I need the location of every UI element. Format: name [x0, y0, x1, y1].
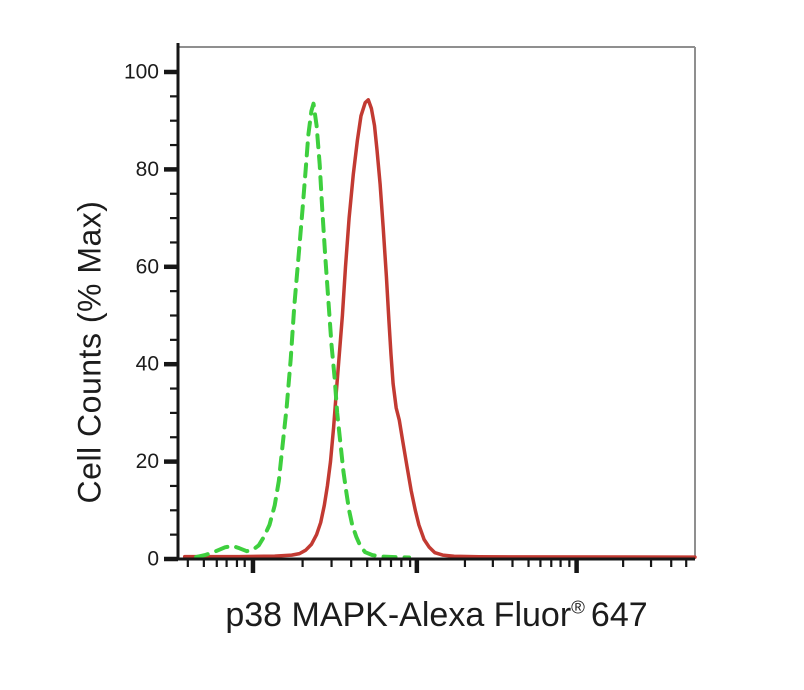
y-tick-label: 40 — [136, 353, 159, 376]
x-axis-title: p38 MAPK-Alexa Fluor® 647 — [178, 596, 695, 635]
y-tick-label: 0 — [147, 548, 159, 571]
y-tick-label: 20 — [136, 450, 159, 473]
x-axis-title-number: 647 — [590, 596, 648, 634]
y-tick-label: 80 — [136, 158, 159, 181]
y-axis-title: Cell Counts (% Max) — [71, 200, 108, 504]
y-tick-label: 100 — [124, 61, 159, 84]
y-tick-label: 60 — [136, 255, 159, 278]
x-axis-title-text: p38 MAPK-Alexa Fluor — [225, 596, 572, 634]
registered-trademark-icon: ® — [571, 596, 585, 618]
red-solid-curve — [182, 98, 697, 559]
green-dashed-curve — [194, 101, 412, 560]
